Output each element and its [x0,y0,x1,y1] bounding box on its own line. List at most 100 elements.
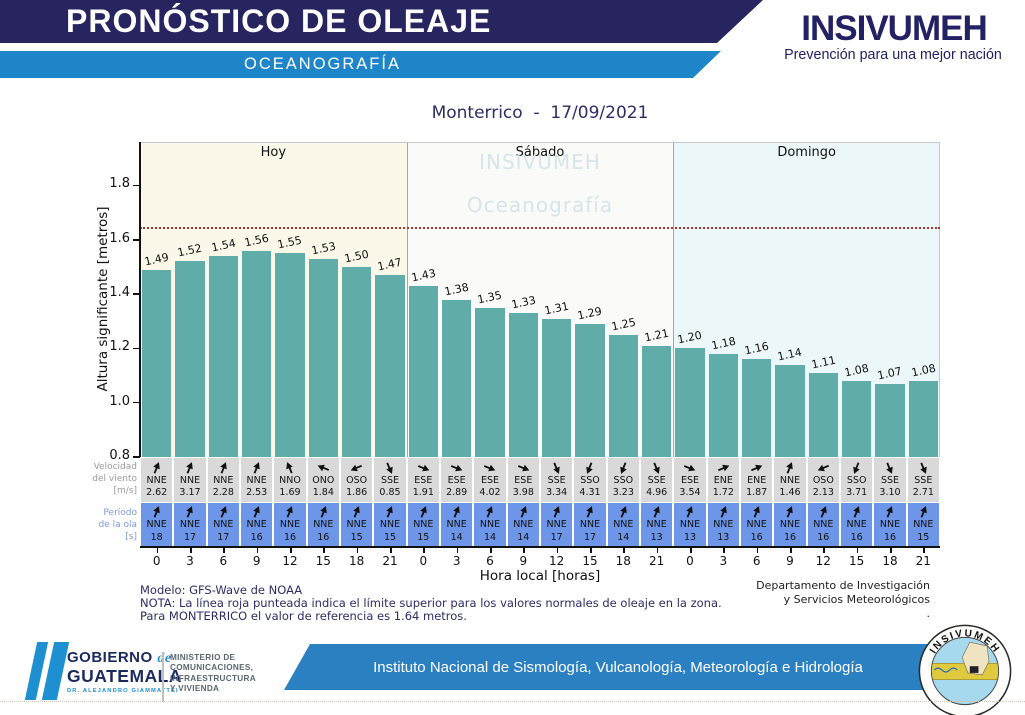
x-tick-label: 6 [219,554,228,568]
wind-direction: ENE [747,474,767,486]
period-cell: NNE 16 [307,503,339,546]
x-tick [556,547,559,553]
y-tick-label: 1.6 [109,230,130,246]
direction-arrow-icon [186,461,194,474]
x-tick [856,547,859,553]
wind-cell: SSE 3.34 [541,458,573,502]
gobierno-wordmark: GOBIERNO de GUATEMALA DR. ALEJANDRO GIAM… [67,649,182,695]
x-tick [190,547,192,553]
x-tick-label: 0 [152,554,161,568]
direction-arrow-icon [453,506,460,518]
bar [208,256,238,457]
period-direction: NNE [579,519,601,531]
reference-line [140,227,940,230]
direction-arrow-icon [553,506,560,518]
bar [642,345,672,457]
wind-cell: NNO 1.69 [274,458,306,502]
bar [442,299,472,457]
header-subtitle: OCEANOGRAFÍA [244,55,401,73]
footer-divider [162,652,164,702]
x-tick-label: 0 [686,554,694,568]
x-tick [290,547,292,553]
x-tick [590,547,592,553]
period-value: 13 [717,531,730,543]
period-value: 14 [450,531,463,543]
bar [542,318,572,457]
wind-direction: SSE [914,474,933,486]
x-tick-label: 9 [786,554,794,568]
direction-arrow-icon [586,506,594,518]
y-tick [133,456,140,458]
x-axis-line [140,546,940,548]
period-cell: NNE 16 [774,503,806,546]
wind-cell: NNE 2.62 [141,458,173,502]
x-tick-label: 21 [915,554,931,568]
wind-value: 1.86 [346,487,368,498]
bar [375,275,405,457]
direction-arrow-icon [286,506,294,518]
direction-arrow-icon [386,462,394,474]
period-cell: NNE 14 [507,503,539,546]
x-tick-label: 9 [252,554,261,568]
wind-value: 2.62 [146,487,168,498]
direction-arrow-icon [386,506,394,518]
wind-cell: SSE 4.96 [641,458,673,502]
x-tick-label: 6 [486,554,494,568]
wind-direction: ONO [312,474,335,486]
direction-arrow-icon [517,464,530,471]
period-value: 16 [850,531,863,543]
nota-line-2: Para MONTERRICO el valor de referencia e… [140,609,467,623]
direction-arrow-icon [653,462,660,474]
period-cell: NNE 15 [907,503,939,546]
period-cell: NNE 16 [274,503,306,546]
x-tick [390,547,392,553]
x-tick-label: 21 [649,554,665,568]
y-tick-label: 1.2 [109,339,130,355]
period-value: 14 [517,531,530,543]
watermark: Oceanografía [466,193,614,217]
department-credit: Departamento de Investigación y Servicio… [756,579,930,620]
bar [308,258,338,457]
period-direction: NNE [813,519,834,531]
gobierno-bold: GOBIERNO [67,649,153,666]
wind-direction: SSE [880,474,900,486]
bar [142,269,172,457]
wind-cell: NNE 2.53 [241,458,273,502]
y-tick [133,347,140,350]
direction-arrow-icon [920,462,927,474]
bar [808,372,838,457]
header-navy-band: PRONÓSTICO DE OLEAJE [0,0,763,43]
direction-arrow-icon [451,464,463,471]
wind-value: 3.98 [512,487,534,498]
bar [242,250,272,457]
institute-banner-text: Instituto Nacional de Sismología, Vulcan… [373,658,863,676]
period-direction: NNE [146,519,167,531]
direction-arrow-icon [853,506,860,518]
direction-arrow-icon [317,464,329,471]
period-value: 14 [483,531,497,543]
wind-value: 1.69 [279,487,301,498]
direction-arrow-icon [620,462,627,474]
x-tick [356,547,359,553]
period-direction: NNE [513,519,534,531]
wind-value: 2.13 [812,487,834,498]
direction-arrow-icon [253,506,260,518]
period-direction: NNE [613,519,634,531]
y-tick [133,293,140,295]
direction-arrow-icon [853,462,860,474]
wind-row-label: Velocidad del viento [m/s] [92,462,137,497]
period-cell: NNE 13 [641,503,673,546]
period-direction: NNE [413,519,434,531]
x-tick-label: 12 [549,554,565,568]
y-tick-label: 0.8 [109,448,130,463]
bar [608,334,638,457]
wind-value: 2.28 [212,487,234,498]
period-cell: NNE 16 [241,503,273,546]
x-tick [823,547,825,553]
insivumeh-seal: INSIVUMEH [917,623,1013,715]
period-value: 16 [283,531,297,543]
wind-direction: ESE [480,474,500,486]
y-tick [133,401,140,404]
period-value: 15 [417,531,430,543]
period-cell: NNE 13 [674,503,706,546]
